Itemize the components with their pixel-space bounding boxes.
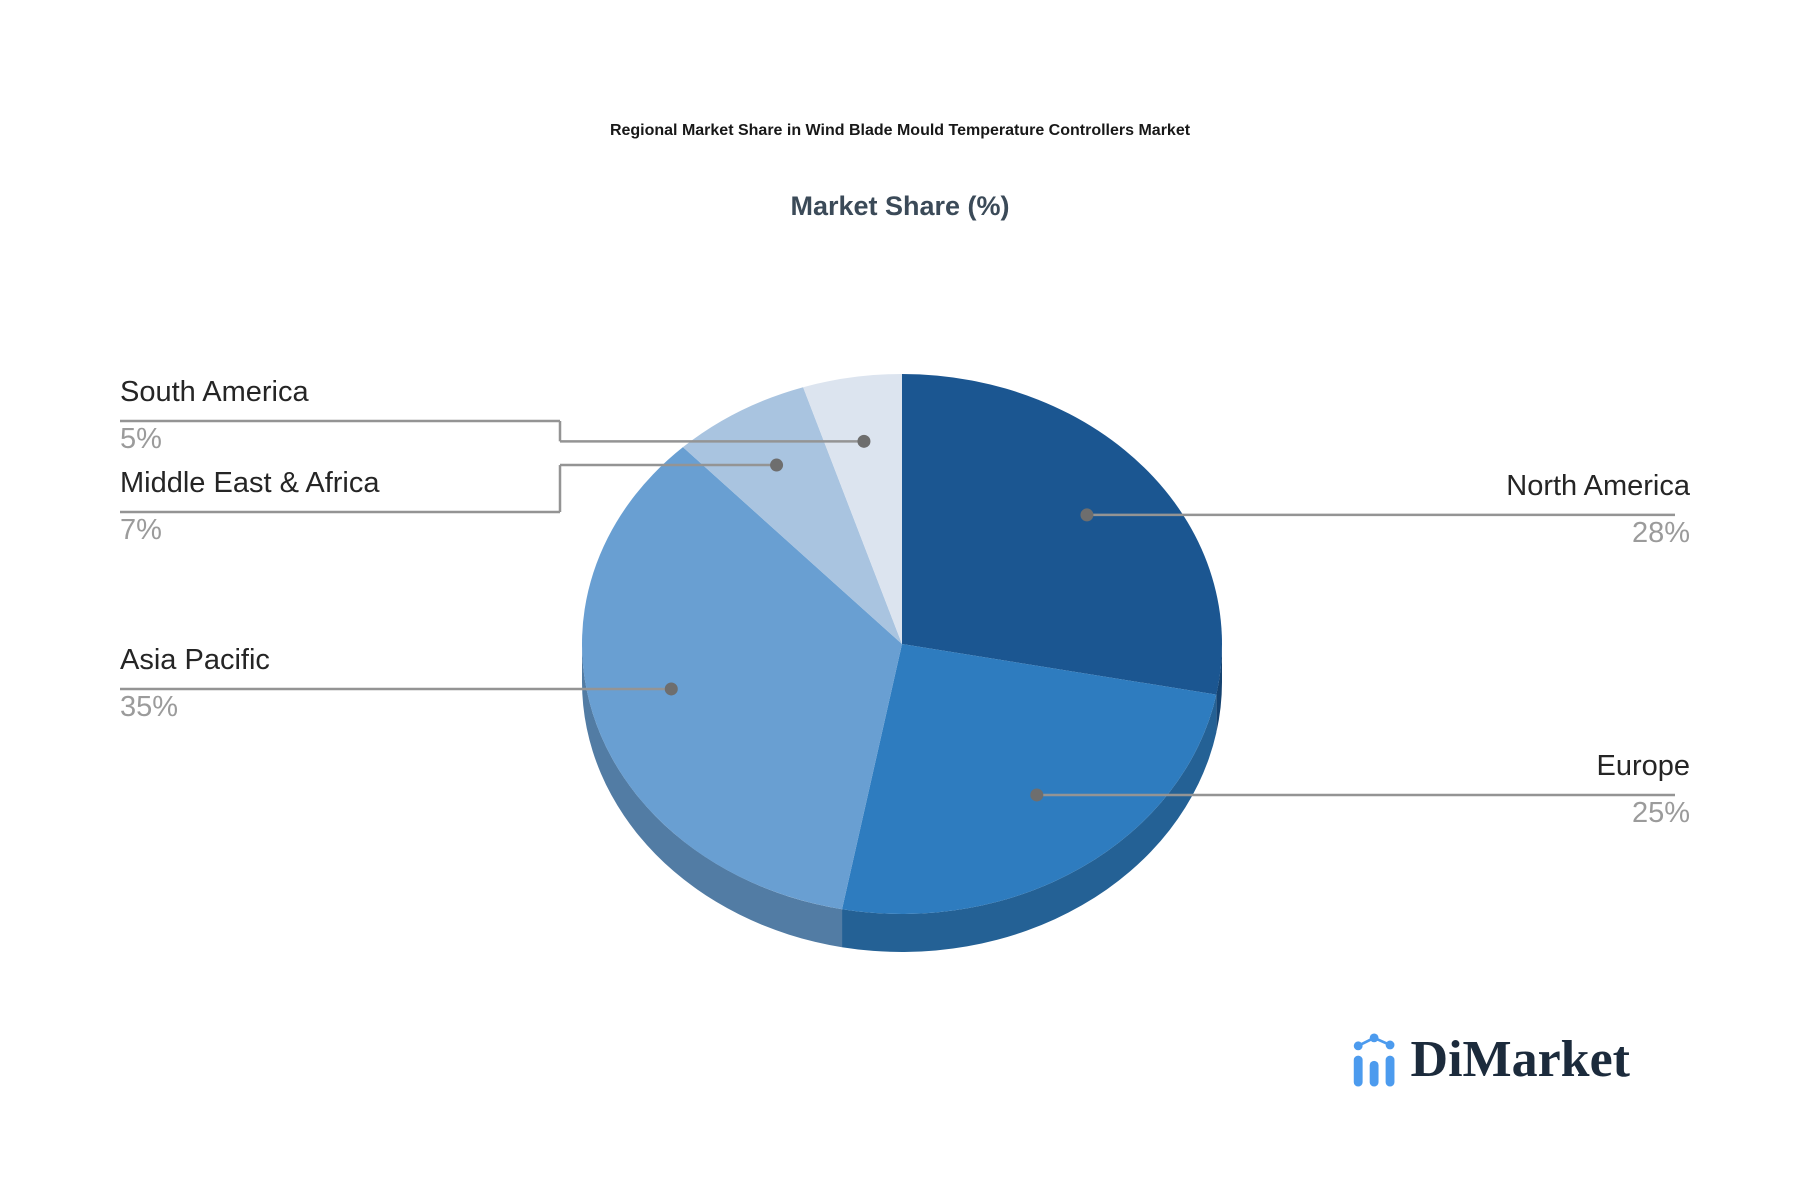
leader-dot-north-america (1080, 508, 1094, 522)
bar-line-chart-icon (1353, 1033, 1394, 1087)
pie-slice-europe[interactable] (842, 644, 1217, 914)
dimarket-logo: DiMarket (1352, 1032, 1630, 1088)
leader-dot-europe (1030, 788, 1044, 802)
slice-label-north-america: North America (1506, 469, 1690, 502)
slice-value-south-america: 5% (120, 423, 162, 455)
pie-slice-rim-europe (842, 694, 1217, 952)
pie-slice-north-america[interactable] (902, 374, 1222, 695)
slice-value-north-america: 28% (1631, 516, 1690, 549)
slice-label-middle-east-africa: Middle East & Africa (120, 467, 380, 499)
slice-value-europe: 25% (1631, 796, 1690, 829)
leader-dot-south-america (857, 434, 871, 448)
chart-subtitle: Market Share (%) (790, 191, 1010, 221)
leader-dot-middle-east-africa (770, 458, 784, 472)
slice-label-asia-pacific: Asia Pacific (120, 643, 270, 676)
leader-dot-asia-pacific (664, 682, 678, 696)
chart-title: Regional Market Share in Wind Blade Moul… (609, 122, 1191, 139)
pie-slice-asia-pacific[interactable] (582, 447, 902, 910)
slice-label-europe: Europe (1596, 749, 1690, 782)
logo-text: DiMarket (1410, 1031, 1630, 1088)
slice-value-asia-pacific: 35% (120, 690, 179, 723)
pie-slice-rim-asia-pacific (582, 644, 843, 948)
pie-slice-rim-north-america (1216, 644, 1222, 733)
slice-value-middle-east-africa: 7% (120, 514, 162, 546)
slice-label-south-america: South America (120, 376, 309, 408)
pie-slice-middle-east-africa[interactable] (682, 387, 902, 644)
